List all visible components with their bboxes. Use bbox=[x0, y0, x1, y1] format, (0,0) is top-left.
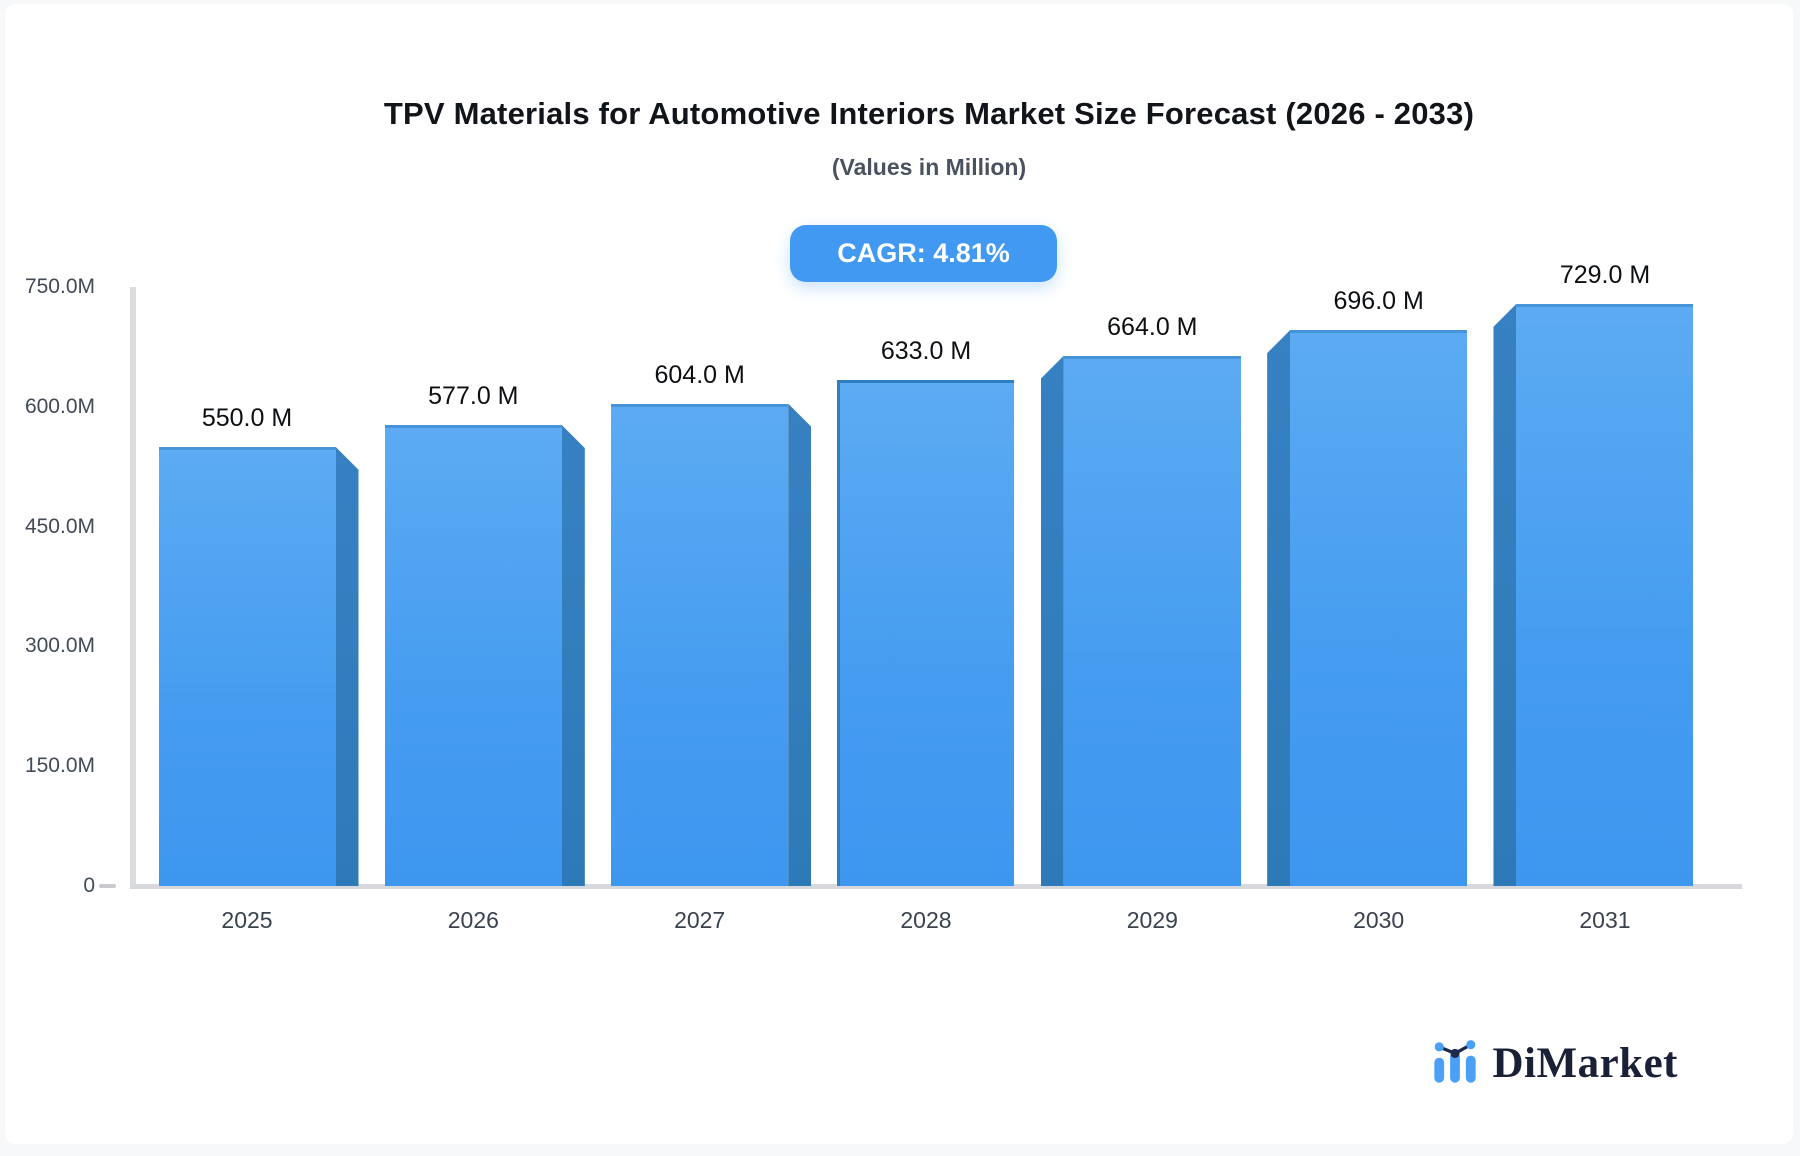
bar-side-face bbox=[1267, 330, 1291, 886]
x-axis-label: 2026 bbox=[447, 907, 499, 933]
y-axis-tick-label: 450.0M bbox=[24, 514, 95, 538]
bar-side-face bbox=[335, 446, 359, 886]
x-axis-label: 2030 bbox=[1353, 907, 1405, 933]
bar-2028 bbox=[837, 380, 1015, 886]
bar-side-face bbox=[561, 425, 585, 886]
bar-value-label: 550.0 M bbox=[201, 403, 293, 432]
bar-2027 bbox=[611, 403, 789, 886]
y-axis-line bbox=[130, 287, 136, 886]
bar-2026 bbox=[384, 425, 562, 886]
zero-tick-mark bbox=[99, 884, 116, 888]
y-axis-tick-label: 0 bbox=[83, 874, 95, 897]
x-axis-label: 2029 bbox=[1126, 907, 1178, 933]
chart-card: TPV Materials for Automotive Interiors M… bbox=[5, 4, 1793, 1144]
bar-side-face bbox=[1040, 355, 1064, 886]
bar-value-label: 604.0 M bbox=[654, 360, 745, 389]
chart-subtitle: (Values in Million) bbox=[831, 154, 1027, 180]
y-axis-tick-label: 600.0M bbox=[24, 394, 95, 418]
bar-2029 bbox=[1063, 355, 1241, 886]
x-axis-label: 2031 bbox=[1579, 907, 1631, 933]
bar-side-face bbox=[788, 403, 812, 886]
dimarket-logo: DiMarket bbox=[1431, 1036, 1679, 1091]
chart-title: TPV Materials for Automotive Interiors M… bbox=[383, 96, 1475, 131]
bar-value-label: 633.0 M bbox=[880, 337, 972, 366]
bar-value-label: 729.0 M bbox=[1559, 260, 1651, 289]
bar-2025 bbox=[158, 446, 336, 886]
y-axis-tick-label: 300.0M bbox=[24, 634, 95, 658]
bar-value-label: 696.0 M bbox=[1333, 287, 1424, 316]
logo-text: DiMarket bbox=[1492, 1040, 1678, 1087]
chart-header: TPV Materials for Automotive Interiors M… bbox=[65, 96, 1793, 181]
bar-value-label: 664.0 M bbox=[1107, 312, 1198, 341]
bar-chart-logo-icon bbox=[1431, 1036, 1479, 1091]
cagr-badge: CAGR: 4.81% bbox=[790, 225, 1057, 282]
x-axis-label: 2025 bbox=[221, 907, 273, 933]
bar-2031 bbox=[1516, 303, 1694, 886]
x-axis-label: 2027 bbox=[674, 907, 726, 933]
x-axis-label: 2028 bbox=[900, 907, 952, 933]
y-axis-tick-label: 150.0M bbox=[24, 754, 95, 778]
x-axis-line bbox=[130, 884, 1742, 889]
y-axis-tick-label: 750.0M bbox=[24, 275, 95, 298]
bar-side-face bbox=[1493, 303, 1517, 886]
bar-2030 bbox=[1290, 330, 1468, 886]
bar-value-label: 577.0 M bbox=[428, 382, 519, 411]
